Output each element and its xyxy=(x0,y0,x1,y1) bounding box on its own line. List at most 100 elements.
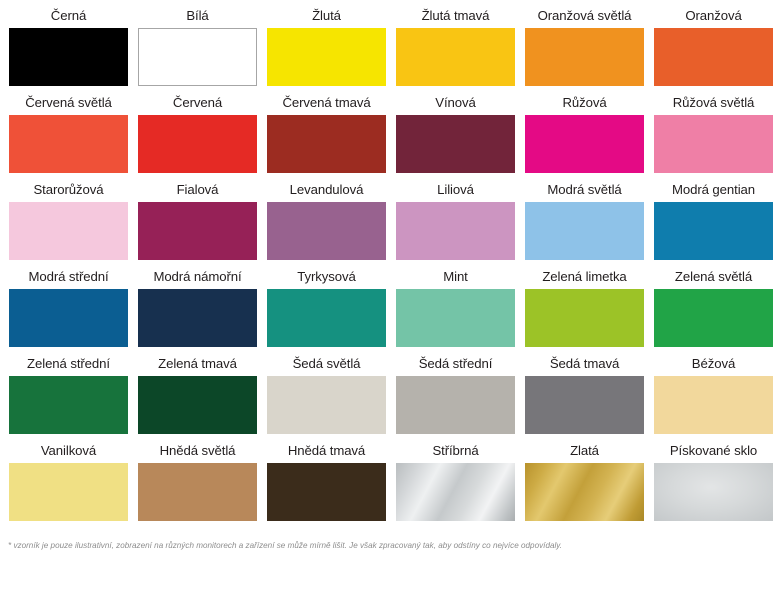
swatch-color-chip[interactable] xyxy=(396,202,515,260)
swatch-color-chip[interactable] xyxy=(396,376,515,434)
swatch-label: Levandulová xyxy=(289,182,364,197)
swatch-cell[interactable]: Modrá gentian xyxy=(649,178,775,265)
swatch-cell[interactable]: Zlatá xyxy=(520,439,649,526)
swatch-label: Fialová xyxy=(176,182,219,197)
swatch-color-chip[interactable] xyxy=(267,202,386,260)
swatch-color-chip[interactable] xyxy=(9,289,128,347)
swatch-label: Vínová xyxy=(435,95,476,110)
swatch-color-chip[interactable] xyxy=(138,463,257,521)
swatch-cell[interactable]: Černá xyxy=(4,4,133,91)
swatch-color-chip[interactable] xyxy=(267,28,386,86)
swatch-color-chip[interactable] xyxy=(396,289,515,347)
swatch-cell[interactable]: Růžová světlá xyxy=(649,91,775,178)
swatch-color-chip[interactable] xyxy=(138,28,257,86)
swatch-cell[interactable]: Zelená světlá xyxy=(649,265,775,352)
swatch-label: Starorůžová xyxy=(33,182,104,197)
swatch-color-chip[interactable] xyxy=(9,376,128,434)
swatch-color-chip[interactable] xyxy=(9,463,128,521)
swatch-label: Zlatá xyxy=(570,443,599,458)
swatch-cell[interactable]: Červená xyxy=(133,91,262,178)
swatch-color-chip[interactable] xyxy=(138,202,257,260)
footnote-disclaimer: * vzorník je pouze ilustrativní, zobraze… xyxy=(8,541,563,550)
swatch-cell[interactable]: Oranžová xyxy=(649,4,775,91)
swatch-cell[interactable]: Červená tmavá xyxy=(262,91,391,178)
swatch-color-chip[interactable] xyxy=(654,28,773,86)
swatch-cell[interactable]: Růžová xyxy=(520,91,649,178)
swatch-cell[interactable]: Fialová xyxy=(133,178,262,265)
swatch-color-chip[interactable] xyxy=(654,376,773,434)
swatch-color-chip[interactable] xyxy=(138,376,257,434)
swatch-cell[interactable]: Zelená tmavá xyxy=(133,352,262,439)
swatch-cell[interactable]: Žlutá tmavá xyxy=(391,4,520,91)
swatch-color-chip[interactable] xyxy=(525,202,644,260)
swatch-color-chip[interactable] xyxy=(654,202,773,260)
swatch-label: Modrá světlá xyxy=(547,182,622,197)
swatch-cell[interactable]: Červená světlá xyxy=(4,91,133,178)
swatch-cell[interactable]: Žlutá xyxy=(262,4,391,91)
swatch-label: Červená tmavá xyxy=(282,95,371,110)
swatch-cell[interactable]: Modrá námořní xyxy=(133,265,262,352)
swatch-color-chip[interactable] xyxy=(525,289,644,347)
swatch-color-chip[interactable] xyxy=(9,202,128,260)
swatch-color-chip[interactable] xyxy=(138,289,257,347)
swatch-label: Pískované sklo xyxy=(669,443,758,458)
swatch-cell[interactable]: Béžová xyxy=(649,352,775,439)
swatch-color-chip[interactable] xyxy=(267,289,386,347)
swatch-label: Modrá námořní xyxy=(153,269,242,284)
swatch-label: Bílá xyxy=(186,8,209,23)
swatch-cell[interactable]: Liliová xyxy=(391,178,520,265)
swatch-color-chip[interactable] xyxy=(525,28,644,86)
swatch-cell[interactable]: Bílá xyxy=(133,4,262,91)
swatch-color-chip[interactable] xyxy=(525,376,644,434)
swatch-cell[interactable]: Šedá světlá xyxy=(262,352,391,439)
swatch-color-chip[interactable] xyxy=(267,376,386,434)
swatch-label: Liliová xyxy=(437,182,474,197)
swatch-cell[interactable]: Pískované sklo xyxy=(649,439,775,526)
swatch-cell[interactable]: Hnědá světlá xyxy=(133,439,262,526)
swatch-cell[interactable]: Vínová xyxy=(391,91,520,178)
swatch-color-chip[interactable] xyxy=(9,28,128,86)
swatch-label: Zelená světlá xyxy=(674,269,753,284)
swatch-cell[interactable]: Šedá střední xyxy=(391,352,520,439)
swatch-cell[interactable]: Šedá tmavá xyxy=(520,352,649,439)
swatch-color-chip[interactable] xyxy=(267,463,386,521)
swatch-label: Modrá gentian xyxy=(671,182,755,197)
swatch-color-chip[interactable] xyxy=(396,115,515,173)
swatch-label: Zelená limetka xyxy=(542,269,627,284)
swatch-cell[interactable]: Hnědá tmavá xyxy=(262,439,391,526)
swatch-color-chip[interactable] xyxy=(138,115,257,173)
swatch-cell[interactable]: Vanilková xyxy=(4,439,133,526)
swatch-cell[interactable]: Zelená limetka xyxy=(520,265,649,352)
swatch-cell[interactable]: Stříbrná xyxy=(391,439,520,526)
swatch-cell[interactable]: Modrá světlá xyxy=(520,178,649,265)
swatch-label: Šedá tmavá xyxy=(549,356,620,371)
swatch-label: Oranžová světlá xyxy=(537,8,632,23)
swatch-label: Modrá střední xyxy=(28,269,109,284)
swatch-color-chip[interactable] xyxy=(267,115,386,173)
swatch-label: Růžová světlá xyxy=(672,95,755,110)
swatch-label: Zelená střední xyxy=(27,356,110,371)
swatch-label: Oranžová xyxy=(685,8,742,23)
swatch-cell[interactable]: Modrá střední xyxy=(4,265,133,352)
swatch-color-chip[interactable] xyxy=(654,115,773,173)
swatch-color-chip[interactable] xyxy=(396,28,515,86)
swatch-color-chip[interactable] xyxy=(654,289,773,347)
swatch-cell[interactable]: Mint xyxy=(391,265,520,352)
swatch-cell[interactable]: Zelená střední xyxy=(4,352,133,439)
swatch-color-chip[interactable] xyxy=(9,115,128,173)
swatch-cell[interactable]: Oranžová světlá xyxy=(520,4,649,91)
swatch-label: Hnědá tmavá xyxy=(287,443,366,458)
swatch-label: Červená světlá xyxy=(25,95,112,110)
swatch-label: Béžová xyxy=(691,356,736,371)
swatch-cell[interactable]: Tyrkysová xyxy=(262,265,391,352)
swatch-cell[interactable]: Levandulová xyxy=(262,178,391,265)
swatch-label: Tyrkysová xyxy=(297,269,356,284)
swatch-color-chip[interactable] xyxy=(525,115,644,173)
swatch-label: Červená xyxy=(172,95,223,110)
swatch-color-chip[interactable] xyxy=(654,463,773,521)
swatch-color-chip[interactable] xyxy=(525,463,644,521)
swatch-cell[interactable]: Starorůžová xyxy=(4,178,133,265)
swatch-label: Šedá světlá xyxy=(292,356,361,371)
swatch-color-chip[interactable] xyxy=(396,463,515,521)
